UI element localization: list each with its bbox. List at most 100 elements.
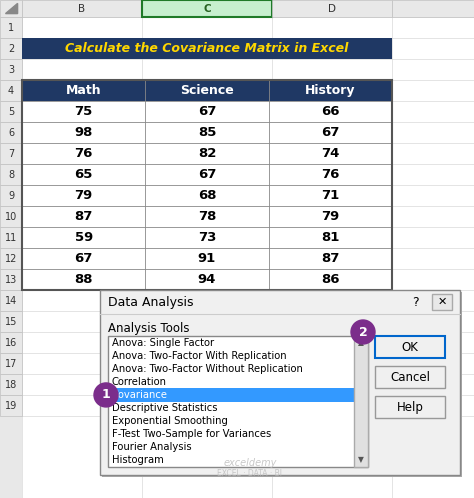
Text: Exponential Smoothing: Exponential Smoothing bbox=[112, 416, 228, 426]
Text: 3: 3 bbox=[8, 65, 14, 75]
Bar bbox=[22, 38, 392, 59]
Text: 94: 94 bbox=[198, 273, 216, 286]
Text: Math: Math bbox=[66, 84, 101, 97]
Text: Correlation: Correlation bbox=[112, 377, 167, 387]
Text: 59: 59 bbox=[74, 231, 93, 244]
Text: 7: 7 bbox=[8, 148, 14, 158]
Text: Anova: Two-Factor With Replication: Anova: Two-Factor With Replication bbox=[112, 351, 287, 361]
Text: 14: 14 bbox=[5, 295, 17, 305]
Bar bbox=[22, 185, 392, 206]
Bar bbox=[22, 164, 392, 185]
Bar bbox=[0, 269, 22, 290]
Text: Help: Help bbox=[397, 400, 423, 413]
Bar bbox=[0, 17, 22, 498]
Text: 87: 87 bbox=[74, 210, 93, 223]
Text: Descriptive Statistics: Descriptive Statistics bbox=[112, 403, 218, 413]
Text: 15: 15 bbox=[5, 317, 17, 327]
Text: Anova: Single Factor: Anova: Single Factor bbox=[112, 338, 214, 348]
Text: ▼: ▼ bbox=[358, 456, 364, 465]
Text: Calculate the Covariance Matrix in Excel: Calculate the Covariance Matrix in Excel bbox=[65, 42, 349, 55]
Text: 13: 13 bbox=[5, 274, 17, 284]
Text: Fourier Analysis: Fourier Analysis bbox=[112, 442, 191, 452]
Bar bbox=[375, 336, 445, 358]
Text: 9: 9 bbox=[8, 191, 14, 201]
Bar bbox=[0, 353, 22, 374]
Text: 79: 79 bbox=[74, 189, 93, 202]
Text: 71: 71 bbox=[321, 189, 339, 202]
Text: F-Test Two-Sample for Variances: F-Test Two-Sample for Variances bbox=[112, 429, 271, 439]
Bar bbox=[0, 311, 22, 332]
Text: 67: 67 bbox=[321, 126, 339, 139]
Text: 6: 6 bbox=[8, 127, 14, 137]
Bar bbox=[392, 0, 474, 17]
Text: D: D bbox=[328, 3, 336, 13]
Text: 68: 68 bbox=[198, 189, 216, 202]
Bar bbox=[0, 395, 22, 416]
Bar bbox=[375, 366, 445, 388]
Bar bbox=[22, 269, 392, 290]
Bar bbox=[0, 143, 22, 164]
Text: 8: 8 bbox=[8, 169, 14, 179]
Text: 16: 16 bbox=[5, 338, 17, 348]
Text: 17: 17 bbox=[5, 359, 17, 369]
Bar bbox=[354, 336, 368, 467]
Bar bbox=[102, 292, 462, 477]
Bar bbox=[0, 206, 22, 227]
Bar bbox=[22, 0, 142, 17]
Text: Cancel: Cancel bbox=[390, 371, 430, 383]
Text: 85: 85 bbox=[198, 126, 216, 139]
Bar bbox=[0, 374, 22, 395]
Bar bbox=[0, 38, 22, 59]
Bar bbox=[22, 227, 392, 248]
Text: 91: 91 bbox=[198, 252, 216, 265]
Text: Science: Science bbox=[180, 84, 234, 97]
Bar bbox=[0, 122, 22, 143]
Text: ✕: ✕ bbox=[438, 297, 447, 307]
Circle shape bbox=[94, 383, 118, 407]
Bar bbox=[22, 206, 392, 227]
Text: 19: 19 bbox=[5, 400, 17, 410]
Text: 1: 1 bbox=[8, 22, 14, 32]
Text: 67: 67 bbox=[74, 252, 93, 265]
Text: 18: 18 bbox=[5, 379, 17, 389]
Text: 67: 67 bbox=[198, 168, 216, 181]
Bar bbox=[22, 80, 392, 101]
Bar bbox=[0, 0, 22, 17]
Text: Analysis Tools: Analysis Tools bbox=[108, 322, 190, 335]
Polygon shape bbox=[6, 3, 18, 13]
Text: 75: 75 bbox=[74, 105, 93, 118]
Text: B: B bbox=[78, 3, 86, 13]
Text: Data Analysis: Data Analysis bbox=[108, 295, 193, 308]
Bar bbox=[22, 101, 392, 122]
Bar bbox=[0, 80, 22, 101]
Text: 2: 2 bbox=[359, 326, 367, 339]
Bar bbox=[22, 143, 392, 164]
Circle shape bbox=[351, 320, 375, 344]
Text: 65: 65 bbox=[74, 168, 93, 181]
Text: exceldemy: exceldemy bbox=[223, 458, 277, 468]
Text: 79: 79 bbox=[321, 210, 339, 223]
Text: Anova: Two-Factor Without Replication: Anova: Two-Factor Without Replication bbox=[112, 364, 303, 374]
Text: Histogram: Histogram bbox=[112, 456, 164, 466]
Bar bbox=[0, 17, 22, 38]
Bar bbox=[0, 290, 22, 311]
Text: 73: 73 bbox=[198, 231, 216, 244]
Text: 11: 11 bbox=[5, 233, 17, 243]
Text: 87: 87 bbox=[321, 252, 339, 265]
Text: 67: 67 bbox=[198, 105, 216, 118]
Bar bbox=[375, 396, 445, 418]
Bar bbox=[0, 185, 22, 206]
Text: Covariance: Covariance bbox=[112, 390, 168, 400]
Text: 5: 5 bbox=[8, 107, 14, 117]
Bar bbox=[100, 290, 460, 475]
Text: 76: 76 bbox=[321, 168, 339, 181]
Text: 10: 10 bbox=[5, 212, 17, 222]
Text: 81: 81 bbox=[321, 231, 339, 244]
Bar bbox=[108, 388, 354, 401]
Text: 86: 86 bbox=[321, 273, 339, 286]
Bar bbox=[22, 122, 392, 143]
Bar bbox=[0, 248, 22, 269]
Bar bbox=[0, 164, 22, 185]
Bar bbox=[0, 59, 22, 80]
Bar bbox=[108, 336, 368, 467]
